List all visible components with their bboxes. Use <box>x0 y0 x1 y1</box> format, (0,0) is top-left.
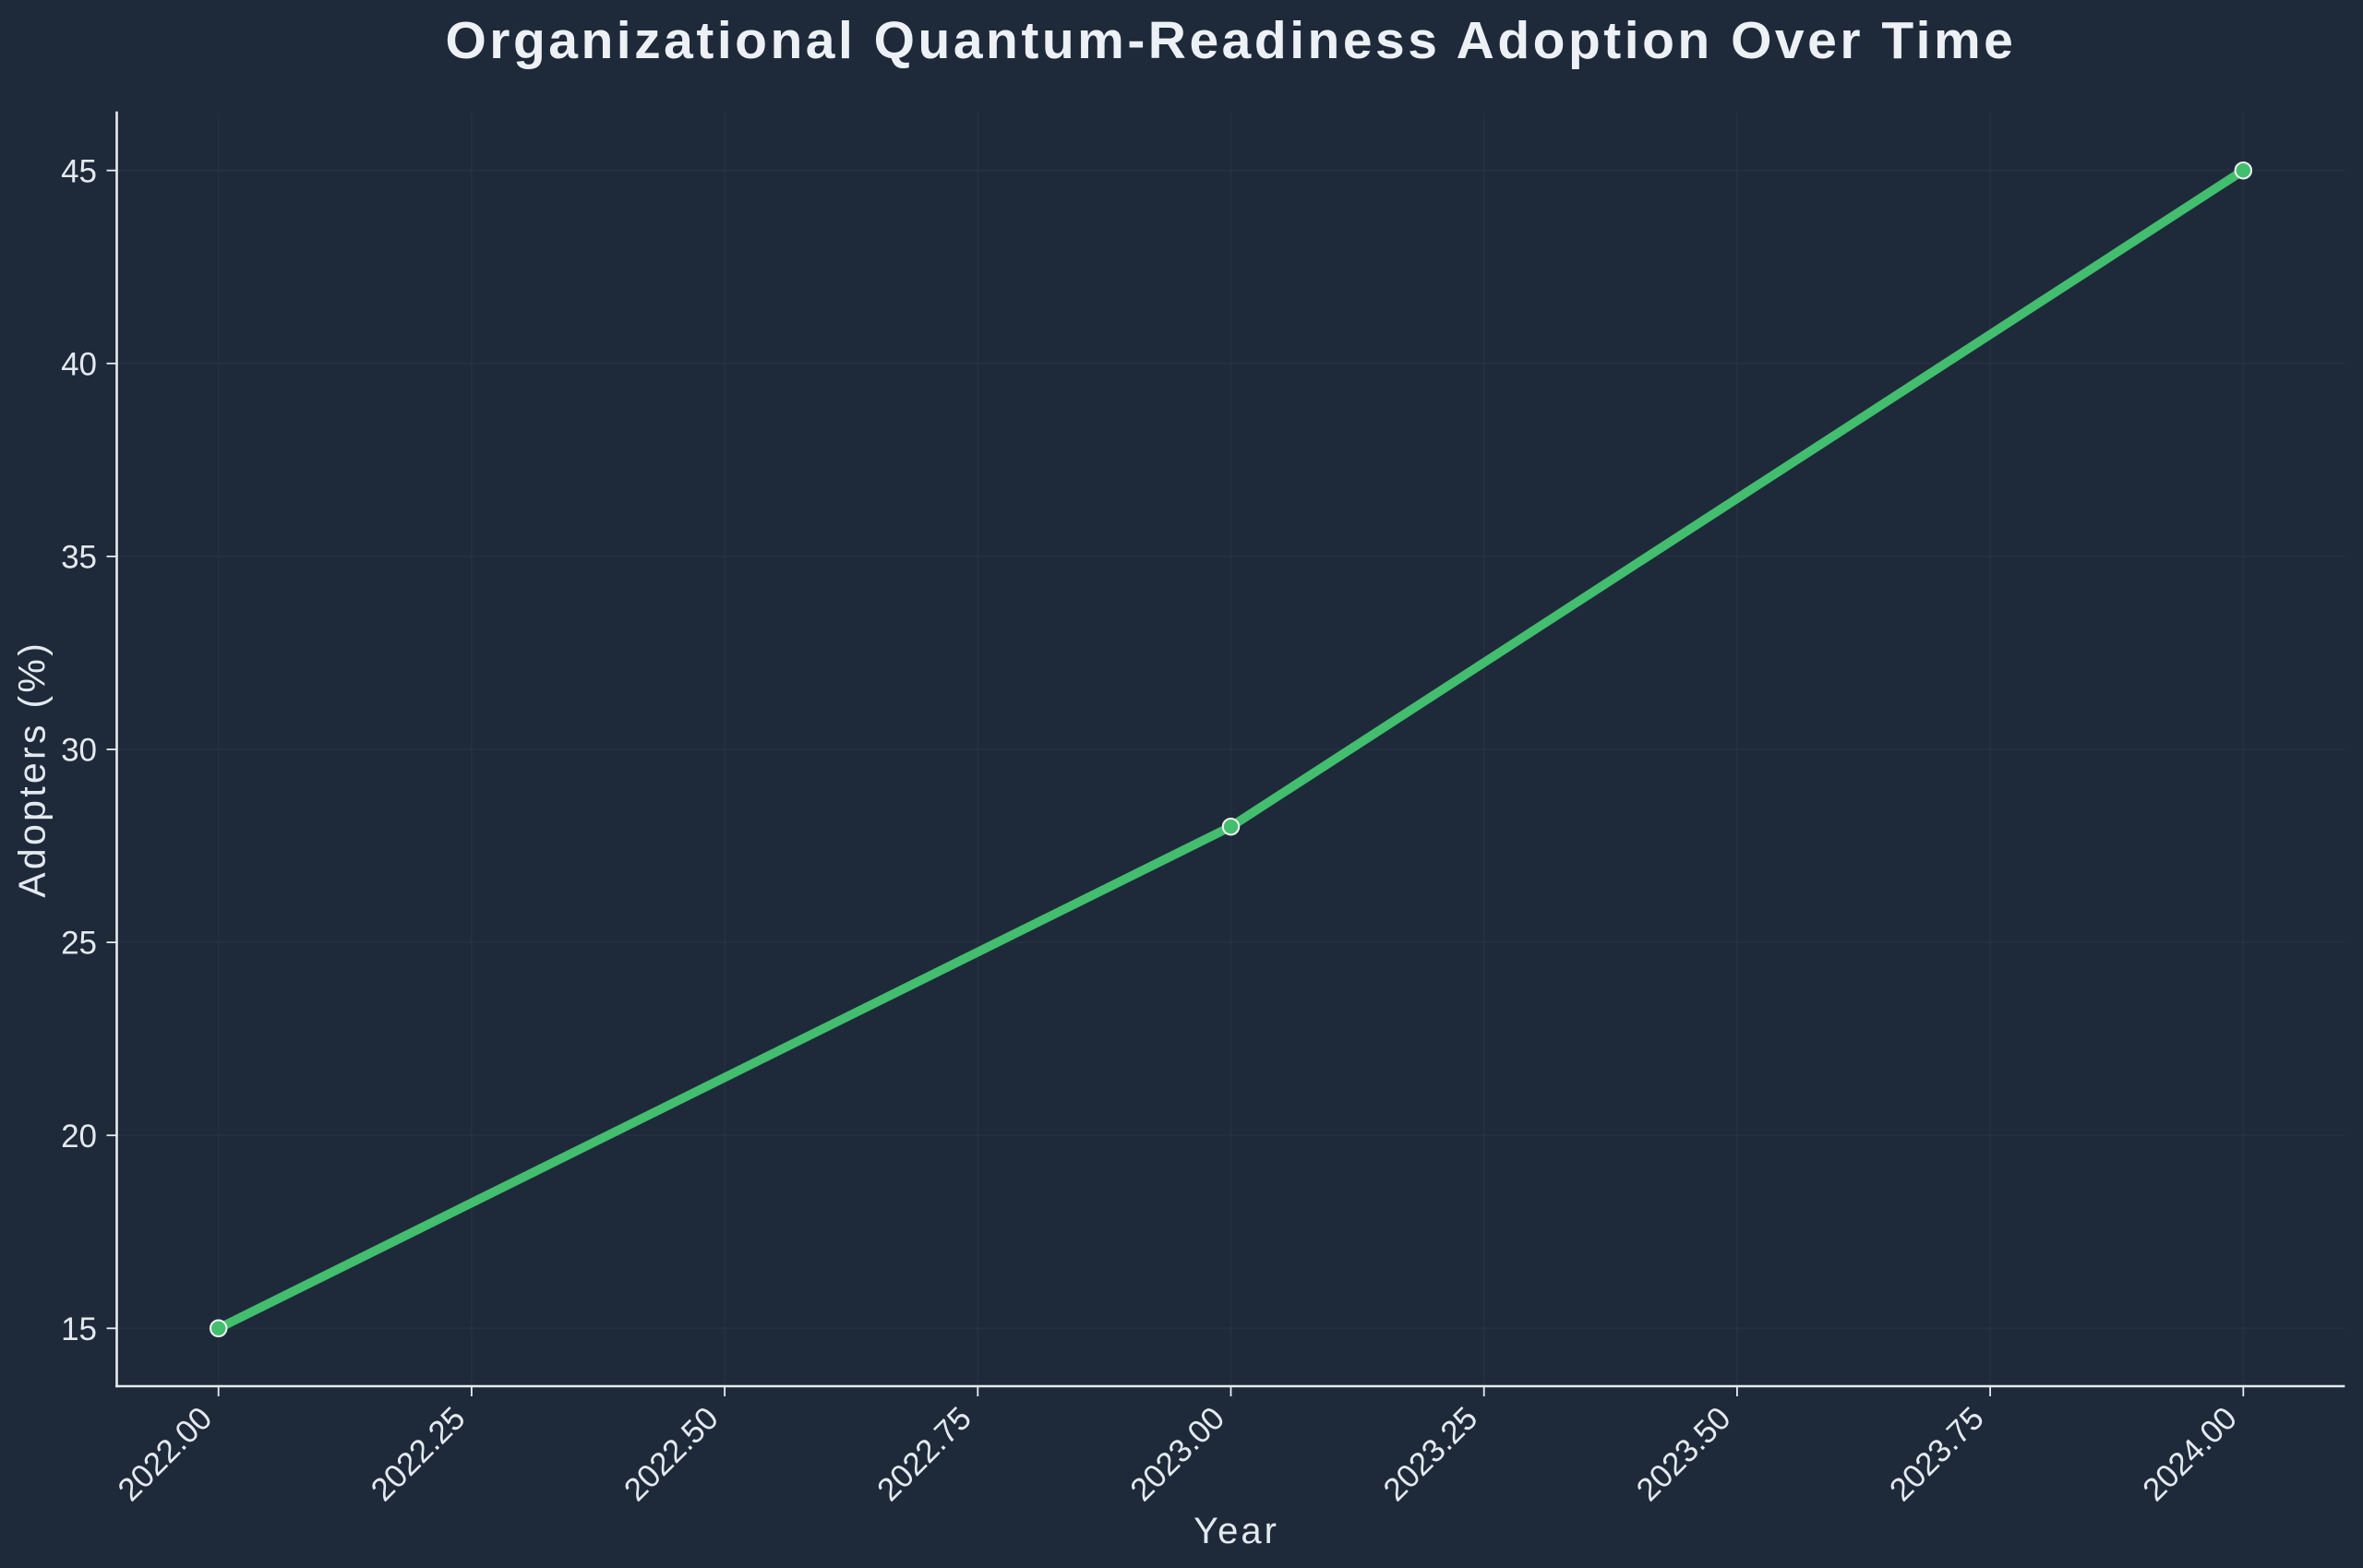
svg-text:25: 25 <box>61 926 97 962</box>
svg-text:35: 35 <box>61 540 97 576</box>
svg-text:15: 15 <box>61 1311 97 1347</box>
svg-text:Adopters (%): Adopters (%) <box>11 640 54 898</box>
svg-text:40: 40 <box>61 346 97 382</box>
svg-text:30: 30 <box>61 733 97 769</box>
svg-text:Organizational Quantum-Readine: Organizational Quantum-Readiness Adoptio… <box>445 11 2016 70</box>
svg-text:20: 20 <box>61 1119 97 1155</box>
svg-text:45: 45 <box>61 153 97 189</box>
svg-text:Year: Year <box>1193 1511 1279 1551</box>
